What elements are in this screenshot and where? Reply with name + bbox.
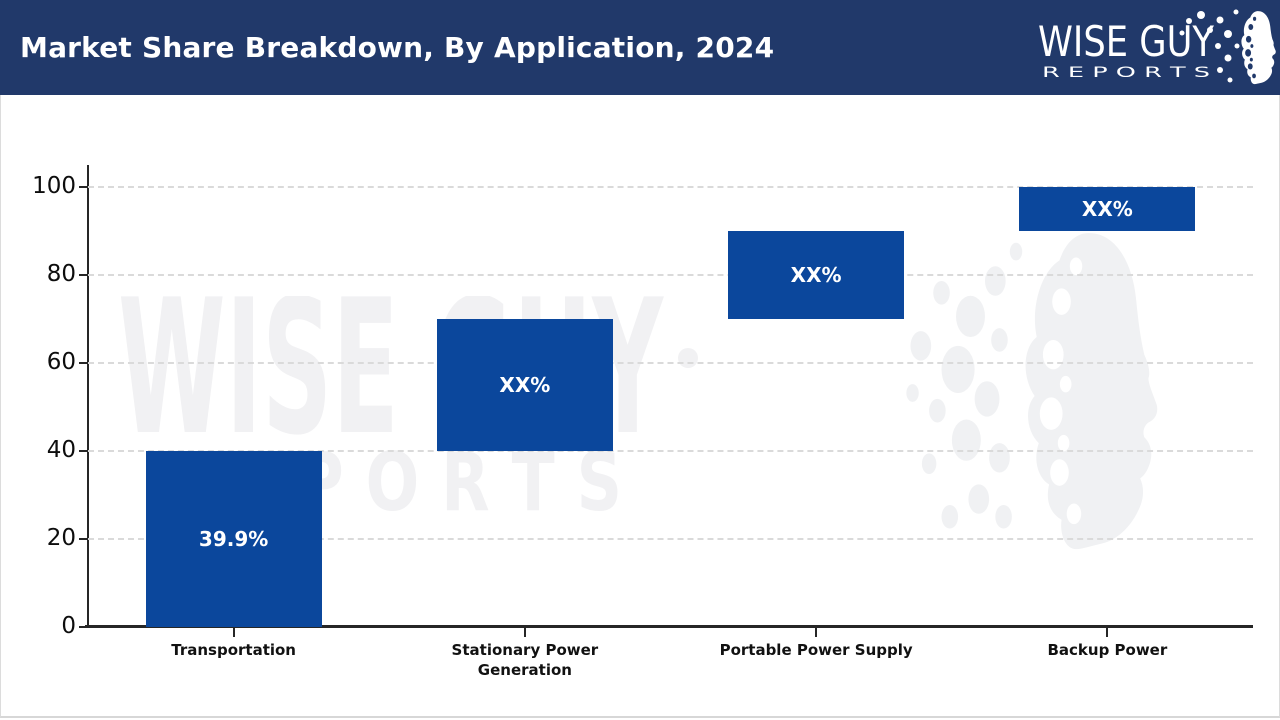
x-tick-label: Transportation: [171, 641, 296, 659]
grid-line: [88, 362, 1253, 364]
logo-dots: [1179, 9, 1240, 83]
x-tick-label: Portable Power Supply: [719, 641, 913, 659]
bar-backup-power: XX%: [1019, 187, 1196, 231]
x-tick-label: Stationary Power Generation: [451, 641, 599, 680]
y-tick: [79, 186, 88, 188]
y-tick-label: 40: [46, 437, 76, 463]
bar-label: 39.9%: [198, 527, 269, 551]
y-tick-label: 80: [46, 261, 76, 287]
brand-logo: WISE GUY R E P O R T S: [1038, 9, 1276, 85]
bar-label: XX%: [499, 373, 551, 397]
x-tick: [1106, 628, 1109, 637]
grid-line: [88, 186, 1253, 188]
bar-stationary-power-generation: XX%: [436, 319, 613, 451]
logo-wordmark: WISE GUY: [1038, 17, 1214, 66]
y-axis-line: [87, 165, 89, 627]
x-axis-line: [85, 625, 1253, 628]
y-tick: [79, 274, 88, 276]
bar-portable-power-supply: XX%: [728, 231, 905, 319]
y-tick-label: 20: [46, 525, 76, 551]
y-tick: [79, 362, 88, 364]
y-tick-label: 60: [46, 349, 76, 375]
x-tick: [523, 628, 526, 637]
y-tick-label: 100: [32, 173, 76, 199]
bar-transportation: 39.9%: [145, 451, 322, 627]
grid-line: [88, 450, 1253, 452]
y-tick: [79, 450, 88, 452]
header: Market Share Breakdown, By Application, …: [0, 0, 1280, 95]
grid-line: [88, 538, 1253, 540]
grid-line: [88, 274, 1253, 276]
logo-subtext: R E P O R T S: [1042, 65, 1210, 81]
y-tick: [79, 626, 88, 628]
report-title: Market Share Breakdown, By Application, …: [20, 31, 775, 64]
x-tick: [232, 628, 235, 637]
x-tick-label: Backup Power: [1047, 641, 1168, 659]
bar-label: XX%: [790, 263, 842, 287]
logo-head-icon: [1241, 11, 1276, 85]
x-tick: [815, 628, 818, 637]
y-tick: [79, 538, 88, 540]
bar-label: XX%: [1081, 197, 1133, 221]
y-tick-label: 0: [61, 613, 76, 639]
